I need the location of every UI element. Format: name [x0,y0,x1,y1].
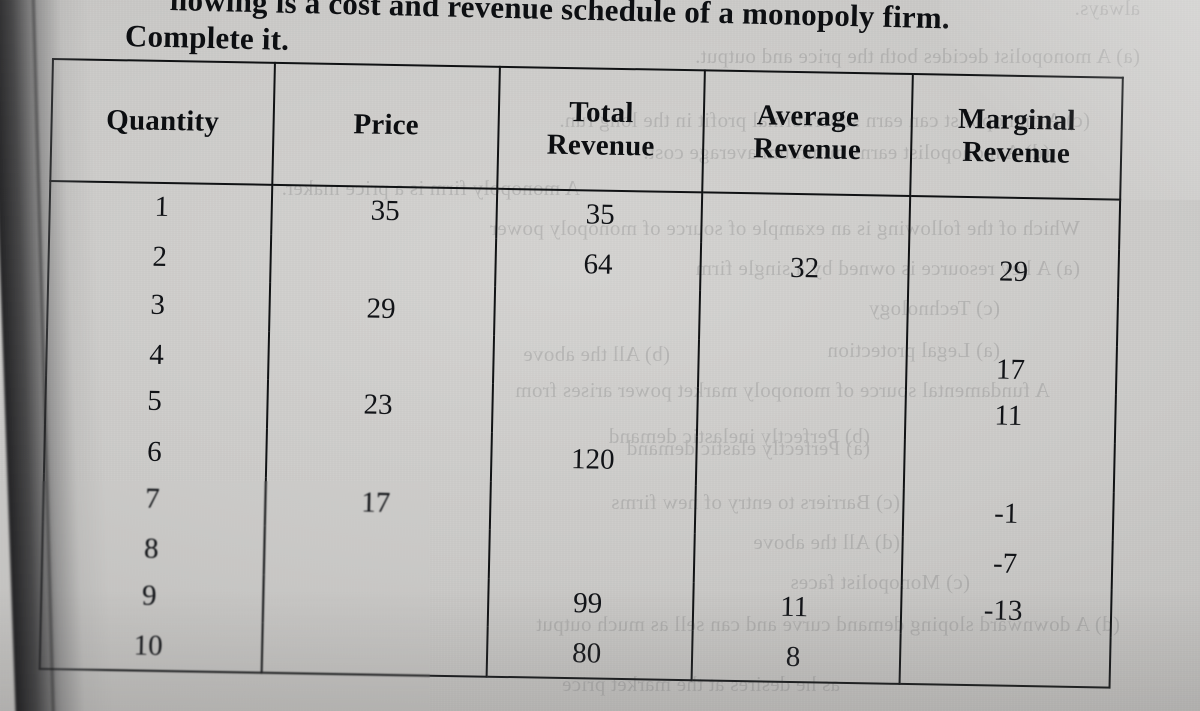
cell-price[interactable]: 23 [266,380,493,433]
cell-average-revenue[interactable] [695,436,905,489]
cell-value: 8 [785,641,801,674]
cell-value: 17 [995,353,1026,386]
cell-value: -1 [993,497,1019,531]
cell-marginal-revenue[interactable]: -7 [901,537,1113,590]
cell-price[interactable]: 35 [271,184,498,239]
cell-value: 6 [146,435,163,468]
cell-value: 4 [148,338,165,371]
cell-average-revenue[interactable] [699,290,909,343]
cell-marginal-revenue[interactable] [899,634,1111,688]
cell-value: 5 [146,384,163,418]
column-header-average-revenue: Average Revenue [702,70,913,196]
cell-value: 11 [994,399,1023,433]
header-label: Quantity [105,104,220,139]
cell-value: 99 [572,586,603,620]
cell-total-revenue[interactable] [489,481,696,534]
header-row: Quantity Price Total Revenue Average Rev… [50,59,1123,200]
cell-price[interactable] [262,574,489,628]
header-label-line2: Revenue [961,135,1071,170]
column-header-total-revenue: Total Revenue [497,66,705,193]
cell-value: 9 [141,579,157,612]
cell-average-revenue[interactable] [701,192,911,246]
header-label-line1: Total [568,95,634,129]
cell-total-revenue[interactable]: 120 [490,432,697,485]
cell-average-revenue[interactable] [696,387,906,440]
cell-marginal-revenue[interactable]: -1 [902,488,1114,541]
header-label-line1: Marginal [957,102,1077,137]
cell-average-revenue[interactable] [697,339,907,392]
cell-price[interactable]: 29 [269,283,496,336]
cell-value: 7 [144,483,160,516]
cell-marginal-revenue[interactable] [903,439,1115,493]
cell-value: -7 [992,547,1018,580]
cell-total-revenue[interactable]: 64 [495,238,702,291]
cell-average-revenue[interactable]: 11 [692,582,902,635]
cell-price[interactable] [263,525,490,579]
cell-value: 29 [366,292,396,326]
table-header: Quantity Price Total Revenue Average Rev… [50,59,1123,200]
cell-price[interactable] [270,234,497,287]
cell-value: 120 [570,442,615,476]
cell-total-revenue[interactable] [488,529,695,583]
header-label-line1: Average [756,98,860,133]
cell-value: 2 [152,241,168,274]
cell-marginal-revenue[interactable]: 17 [905,342,1117,396]
cell-marginal-revenue[interactable]: 29 [908,245,1120,298]
cell-price[interactable] [261,623,488,677]
schedule-table-container: Quantity Price Total Revenue Average Rev… [39,58,1124,692]
cell-value: 3 [150,288,166,322]
cell-average-revenue[interactable]: 8 [691,630,901,684]
cell-marginal-revenue[interactable]: -13 [900,585,1112,638]
header-label: Price [353,108,420,142]
cost-and-revenue-schedule-table: Quantity Price Total Revenue Average Rev… [39,58,1124,689]
cell-value: 10 [133,629,164,663]
cell-value: 8 [143,532,159,565]
table-body: 1 35 35 2 64 32 29 3 29 4 17 5 23 11 6 120 7 17 -1 8 -7 9 99 11… [39,180,1121,688]
cell-value: 11 [779,590,809,623]
cell-value: -13 [983,593,1023,627]
cell-value: 64 [583,248,613,282]
cell-average-revenue[interactable]: 32 [700,241,910,295]
header-label-line2: Revenue [752,132,862,167]
cell-total-revenue[interactable] [491,384,698,437]
cell-marginal-revenue[interactable] [909,195,1121,250]
heading-line-2: Complete it. [124,18,290,57]
cell-total-revenue[interactable]: 35 [496,188,703,242]
cell-total-revenue[interactable] [492,335,700,388]
cell-value: 32 [789,252,820,285]
cell-value: 35 [370,194,401,227]
header-label-line2: Revenue [546,128,655,163]
cell-value: 17 [361,486,391,520]
cell-value: 23 [363,388,393,422]
cell-price[interactable] [268,331,495,385]
cell-value: 29 [998,255,1029,289]
cell-marginal-revenue[interactable] [906,294,1119,347]
column-header-price: Price [272,62,500,189]
cell-total-revenue[interactable]: 99 [487,578,694,631]
cell-average-revenue[interactable] [693,533,903,586]
cell-value: 1 [154,190,170,223]
cell-price[interactable] [265,428,492,482]
cell-total-revenue[interactable]: 80 [486,627,693,681]
cell-marginal-revenue[interactable]: 11 [904,391,1116,444]
cell-value: 80 [571,637,602,670]
cell-value: 35 [585,198,616,231]
cell-average-revenue[interactable] [694,484,904,538]
column-header-marginal-revenue: Marginal Revenue [910,74,1123,200]
cell-price[interactable]: 17 [264,477,491,530]
cell-total-revenue[interactable] [494,286,701,340]
